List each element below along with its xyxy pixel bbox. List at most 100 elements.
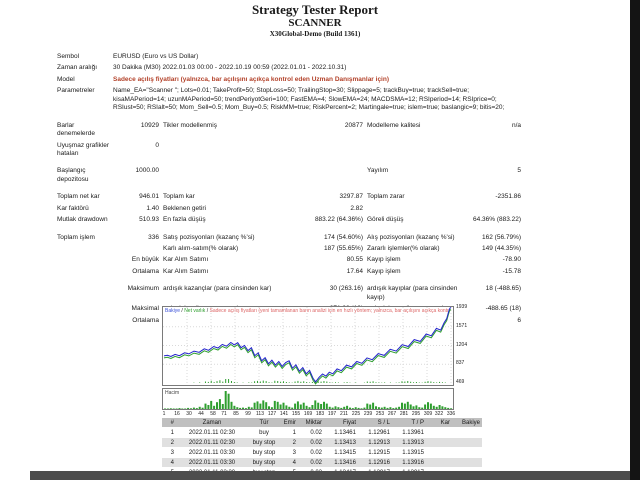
- volume-bar: [441, 406, 444, 409]
- volume-bar: [195, 408, 198, 409]
- stats-row: En büyük Kar Alım Satımı 80.55 Kayıp işlem -…: [57, 255, 525, 266]
- trade-cell: [426, 448, 452, 457]
- volume-bar: [187, 407, 190, 409]
- trades-header: # Zaman Tür Emir Miktar Fiyat S / L T / P Kar Bak…: [162, 418, 482, 427]
- stats-row: Uyuşmaz grafikler hataları 0: [57, 141, 525, 161]
- trade-cell: 1.13961: [402, 429, 424, 436]
- trade-cell: 2022.01.11 02:30: [188, 439, 236, 446]
- volume-bar: [218, 399, 221, 409]
- volume-bar: [421, 407, 424, 409]
- volume-bar: [386, 407, 389, 409]
- trades-body: 1 2022.01.11 02:30 buy 1 0.02 1.13461 1.12961 1…: [162, 428, 482, 477]
- stat-label: Alış pozisyonları (kazanç %'si): [367, 233, 455, 241]
- volume-histogram-svg: [164, 391, 453, 409]
- stat-value: -78.90: [502, 256, 522, 264]
- volume-bar: [302, 402, 305, 409]
- volume-bar: [273, 400, 276, 409]
- volume-bar: [299, 404, 302, 409]
- stat-label: Toplam zarar: [367, 193, 405, 201]
- stat-value: -2351.86: [495, 193, 522, 201]
- trade-cell: 1.13415: [334, 449, 356, 456]
- stat-label: Zararlı işlemler(% olarak): [367, 245, 440, 252]
- x-axis-label: 197: [327, 411, 337, 417]
- volume-bar: [409, 404, 412, 409]
- stat-value: 149 (44.35%): [482, 245, 522, 252]
- volume-bar: [213, 405, 216, 409]
- trade-cell: 1: [170, 429, 174, 436]
- volume-bar: [412, 406, 415, 409]
- window-bottom-edge: [30, 471, 630, 480]
- trade-cell: buy stop: [252, 449, 276, 456]
- trade-row: 2 2022.01.11 02:30 buy stop 2 0.02 1.13413 1.1…: [162, 438, 482, 447]
- stat-value: 18 (-488.65): [485, 285, 522, 293]
- volume-bar: [325, 403, 328, 409]
- volume-bar: [415, 405, 418, 409]
- stat-value: 1.40: [146, 204, 159, 212]
- y-axis-label: 1204: [456, 342, 468, 348]
- server-build: X30Global-Demo (Build 1361): [269, 30, 361, 39]
- stats-row: Toplam işlem 336 Satış pozisyonları (kazan…: [57, 227, 525, 244]
- volume-bar: [227, 393, 230, 409]
- volume-bar: [276, 401, 279, 409]
- volume-bar: [308, 407, 311, 409]
- volume-bar: [354, 407, 357, 409]
- trade-cell: 1.12916: [368, 459, 390, 466]
- trades-header-cell: Zaman: [202, 419, 222, 426]
- x-axis-label: 30: [186, 411, 192, 417]
- balance-line: [163, 307, 452, 383]
- volume-bar: [265, 402, 268, 409]
- trades-header-cell: Emir: [283, 419, 296, 426]
- trade-cell: 4: [292, 459, 296, 466]
- stat-value: 1000.00: [135, 167, 160, 175]
- x-axis-label: 58: [210, 411, 216, 417]
- trade-cell: 2022.01.11 03:30: [188, 449, 236, 456]
- volume-bar: [204, 403, 207, 409]
- volume-bar: [262, 400, 265, 409]
- stats-row: Başlangıç depozitosu 1000.00 Yayılım 5: [57, 160, 525, 186]
- x-axis-label: 322: [434, 411, 444, 417]
- stat-label: Barlar denemelerde: [57, 121, 95, 138]
- volume-bar: [328, 406, 331, 409]
- trade-cell: 1.13461: [334, 429, 356, 436]
- volume-bar: [377, 407, 380, 409]
- stats-row: Zaman aralığı 30 Dakika (M30) 2022.01.03 …: [57, 63, 525, 74]
- volume-bar: [256, 401, 259, 409]
- volume-bar: [450, 408, 453, 409]
- stat-label: Başlangıç depozitosu: [57, 167, 89, 183]
- trade-cell: 4: [170, 459, 174, 466]
- volume-bar: [259, 403, 262, 409]
- x-axis-label: 16: [174, 411, 180, 417]
- stat-label: Zaman aralığı: [57, 64, 98, 72]
- volume-bar: [398, 406, 401, 409]
- stat-label: Kayıp işlem: [367, 256, 401, 264]
- stat-label: Satış pozisyonları (kazanç %'si): [163, 233, 255, 241]
- volume-bar: [172, 408, 175, 409]
- volume-bar: [340, 407, 343, 409]
- stat-label: ardışık kazançlar (para cinsinden kar): [163, 285, 272, 293]
- trades-header-cell: Miktar: [305, 419, 322, 426]
- x-axis-label: 295: [411, 411, 421, 417]
- x-axis-label: 336: [446, 411, 456, 417]
- x-axis-label: 239: [363, 411, 373, 417]
- volume-bar: [233, 405, 236, 409]
- report-header: Strategy Tester Report SCANNER X30Global…: [0, 2, 630, 40]
- stats-row: Ortalama Kar Alım Satımı 17.64 Kayıp işlem -…: [57, 267, 525, 278]
- stat-value: 946.01: [139, 193, 159, 201]
- trade-cell: 1.13913: [402, 439, 424, 446]
- volume-bar: [224, 391, 227, 409]
- stats-row: Mutlak drawdown 510.93 En fazla düşüş 883.2…: [57, 215, 525, 226]
- volume-bar: [380, 407, 383, 409]
- stat-value: -488.65 (18): [485, 305, 522, 313]
- volume-bar: [207, 405, 210, 409]
- volume-bar: [406, 401, 409, 409]
- stat-value: 883.22 (64.36%): [314, 216, 363, 224]
- x-axis-label: 127: [267, 411, 277, 417]
- stat-value: [113, 244, 163, 255]
- stat-value: 187 (55.65%): [323, 245, 363, 252]
- volume-bar: [250, 407, 253, 409]
- stat-label: Yayılım: [367, 167, 389, 175]
- volume-bar: [438, 405, 441, 409]
- stat-value: Maksimum: [127, 285, 159, 293]
- trade-cell: 1.13413: [334, 439, 356, 446]
